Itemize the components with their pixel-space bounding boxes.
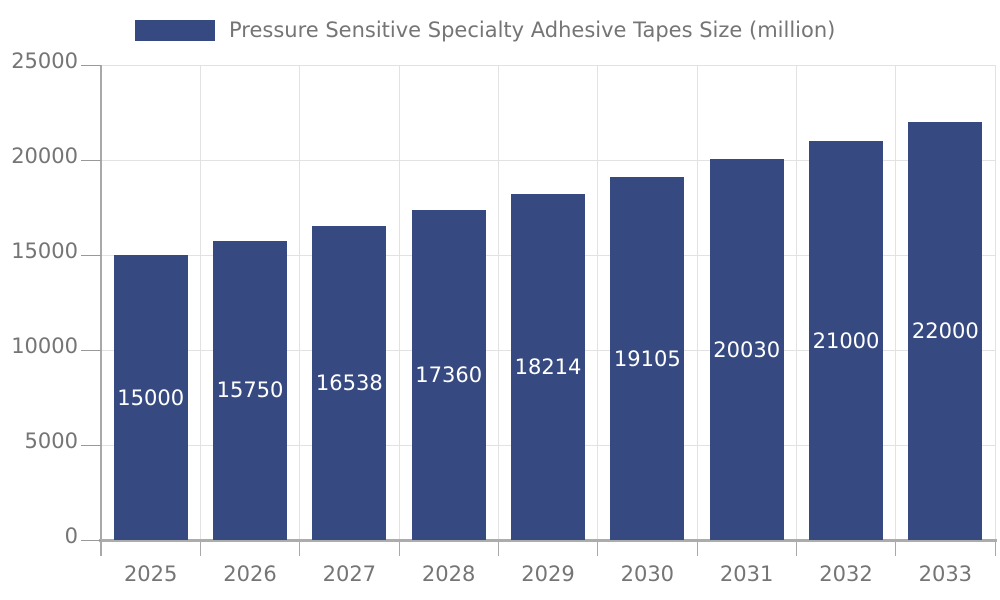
bar[interactable]: 19105 xyxy=(610,177,685,540)
bar-value-label: 15000 xyxy=(117,385,185,410)
bar-value-label: 17360 xyxy=(415,363,483,388)
bar-value-label: 21000 xyxy=(812,328,880,353)
y-axis-label: 25000 xyxy=(11,49,78,73)
x-axis-label: 2032 xyxy=(819,562,873,586)
legend-label: Pressure Sensitive Specialty Adhesive Ta… xyxy=(229,18,836,42)
bar[interactable]: 16538 xyxy=(312,225,387,540)
gridline-vertical xyxy=(895,65,897,540)
gridline-vertical xyxy=(994,65,996,540)
x-axis-tick xyxy=(994,540,996,556)
bar[interactable]: 15000 xyxy=(113,255,188,540)
x-axis-line xyxy=(99,539,997,542)
bar[interactable]: 20030 xyxy=(709,159,784,540)
y-axis-label: 20000 xyxy=(11,144,78,168)
bar-value-label: 19105 xyxy=(613,346,681,371)
gridline-vertical xyxy=(795,65,797,540)
bar[interactable]: 21000 xyxy=(809,141,883,540)
x-axis-label: 2029 xyxy=(521,562,575,586)
y-axis-label: 0 xyxy=(64,524,78,548)
bar[interactable]: 22000 xyxy=(908,122,983,540)
x-axis-tick xyxy=(299,540,301,556)
bar[interactable]: 15750 xyxy=(213,240,287,540)
gridline-vertical xyxy=(597,65,599,540)
y-axis-label: 10000 xyxy=(11,334,78,358)
bar-value-label: 15750 xyxy=(216,378,284,403)
y-axis-label: 5000 xyxy=(24,429,78,453)
bar[interactable]: 18214 xyxy=(511,193,585,540)
gridline-vertical xyxy=(497,65,499,540)
x-axis-label: 2031 xyxy=(719,562,774,586)
x-axis-label: 2025 xyxy=(123,562,178,586)
bar-value-label: 16538 xyxy=(315,370,383,395)
bar-value-label: 22000 xyxy=(911,319,979,343)
gridline-vertical xyxy=(299,65,301,540)
bar-value-label: 18214 xyxy=(514,354,582,379)
x-axis-tick xyxy=(696,540,698,556)
x-axis-tick xyxy=(199,540,201,556)
y-axis-label: 15000 xyxy=(11,239,78,263)
x-axis-label: 2026 xyxy=(223,562,277,586)
y-axis-tick xyxy=(81,350,101,351)
plot-area: 15000 2025 15750 2026 16538 2027 17360 2028 1821… xyxy=(99,64,997,586)
x-axis-tick xyxy=(895,540,897,556)
y-axis-tick xyxy=(81,255,101,256)
x-axis-tick xyxy=(497,540,499,556)
y-axis-tick xyxy=(81,160,101,161)
y-axis-tick xyxy=(81,65,101,66)
x-axis-label: 2033 xyxy=(918,562,973,586)
y-axis-tick xyxy=(81,540,101,541)
gridline-horizontal xyxy=(101,159,995,161)
x-axis-tick xyxy=(597,540,599,556)
x-axis-tick xyxy=(398,540,400,556)
legend-swatch xyxy=(135,19,215,41)
bar-value-label: 20030 xyxy=(713,337,781,362)
gridline-vertical xyxy=(398,65,400,540)
y-axis-tick xyxy=(81,445,101,446)
gridline-vertical xyxy=(696,65,698,540)
legend-item[interactable]: Pressure Sensitive Specialty Adhesive Ta… xyxy=(135,17,835,43)
x-axis-tick xyxy=(795,540,797,556)
x-axis-label: 2028 xyxy=(421,562,476,586)
x-axis-label: 2027 xyxy=(322,562,377,586)
y-axis-line xyxy=(100,65,102,556)
gridline-vertical xyxy=(199,65,201,540)
x-axis-label: 2030 xyxy=(620,562,675,586)
bar[interactable]: 17360 xyxy=(411,210,486,540)
gridline-horizontal xyxy=(101,64,995,66)
